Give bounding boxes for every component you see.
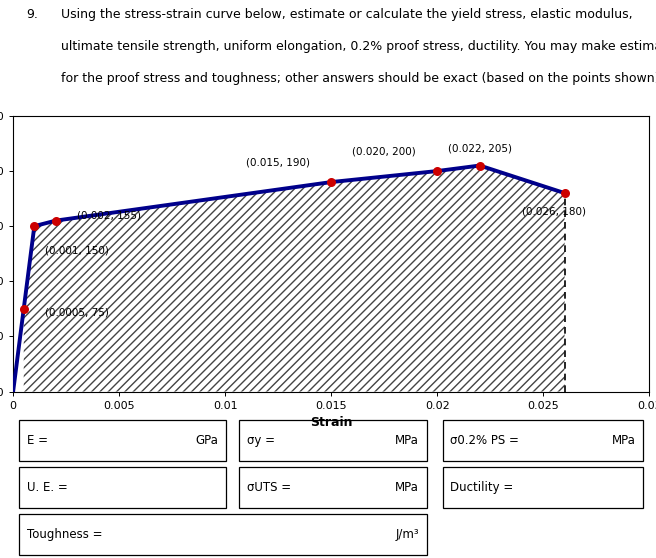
Text: GPa: GPa bbox=[195, 434, 218, 447]
Bar bbox=[20, 467, 226, 508]
Text: σ0.2% PS =: σ0.2% PS = bbox=[450, 434, 519, 447]
Text: Using the stress-strain curve below, estimate or calculate the yield stress, ela: Using the stress-strain curve below, est… bbox=[61, 8, 632, 21]
Text: Toughness =: Toughness = bbox=[27, 528, 102, 541]
Bar bbox=[20, 420, 226, 461]
Text: (0.022, 205): (0.022, 205) bbox=[448, 144, 512, 154]
Bar bbox=[443, 467, 643, 508]
Bar bbox=[443, 420, 643, 461]
Text: (0.026, 180): (0.026, 180) bbox=[522, 207, 586, 217]
Text: for the proof stress and toughness; other answers should be exact (based on the : for the proof stress and toughness; othe… bbox=[61, 72, 656, 85]
Text: 9.: 9. bbox=[26, 8, 38, 21]
Bar bbox=[239, 420, 426, 461]
Text: (0.002, 155): (0.002, 155) bbox=[77, 210, 141, 220]
Text: MPa: MPa bbox=[395, 481, 419, 494]
Bar bbox=[20, 514, 426, 555]
Text: (0.0005, 75): (0.0005, 75) bbox=[45, 307, 109, 317]
Text: σUTS =: σUTS = bbox=[247, 481, 291, 494]
Text: MPa: MPa bbox=[395, 434, 419, 447]
Text: MPa: MPa bbox=[611, 434, 636, 447]
Bar bbox=[239, 467, 426, 508]
Text: (0.001, 150): (0.001, 150) bbox=[45, 246, 109, 256]
Text: U. E. =: U. E. = bbox=[27, 481, 68, 494]
Text: σy =: σy = bbox=[247, 434, 275, 447]
Text: E =: E = bbox=[27, 434, 48, 447]
Text: Ductility =: Ductility = bbox=[450, 481, 514, 494]
Text: (0.020, 200): (0.020, 200) bbox=[352, 146, 417, 156]
Polygon shape bbox=[24, 166, 565, 392]
Text: (0.015, 190): (0.015, 190) bbox=[247, 157, 310, 167]
Text: J/m³: J/m³ bbox=[396, 528, 419, 541]
Text: ultimate tensile strength, uniform elongation, 0.2% proof stress, ductility. You: ultimate tensile strength, uniform elong… bbox=[61, 40, 656, 54]
X-axis label: Strain: Strain bbox=[310, 416, 352, 429]
